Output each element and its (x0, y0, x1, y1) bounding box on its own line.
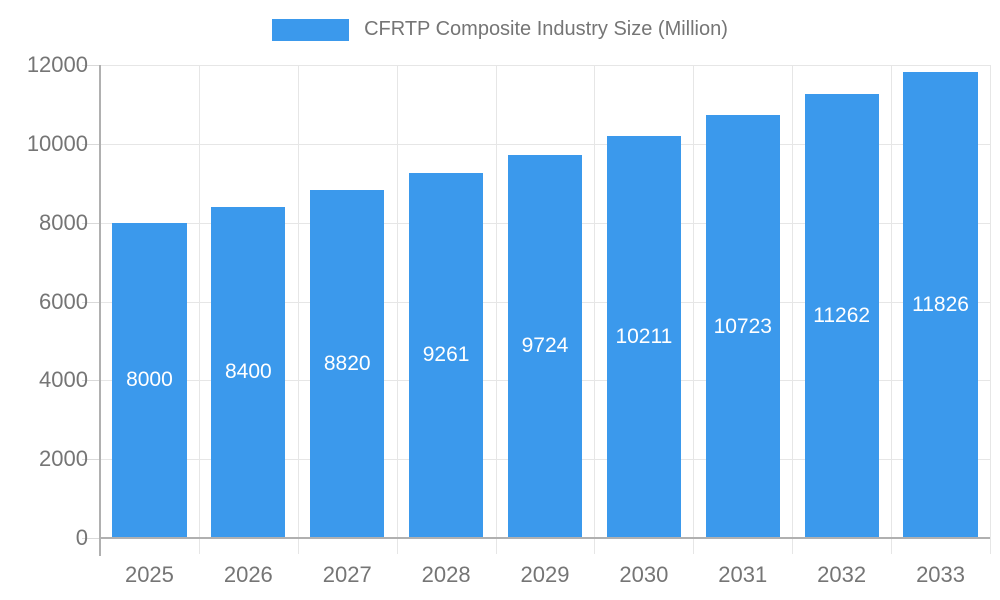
x-gridline (693, 65, 695, 554)
bar-value-label: 9261 (422, 343, 470, 367)
bar-value-label: 10723 (713, 314, 772, 338)
y-axis-tick (82, 222, 100, 224)
x-axis-tick-label: 2031 (718, 562, 768, 587)
bar-2029[interactable]: 9724 (507, 154, 583, 538)
y-axis-tick-label: 12000 (26, 52, 88, 77)
bar-2025[interactable]: 8000 (112, 222, 187, 538)
x-axis-tick-label: 2028 (421, 562, 471, 587)
y-axis-tick-label: 10000 (26, 130, 88, 156)
x-axis-tick-label: 2030 (619, 562, 669, 587)
y-axis-tick-label: 4000 (39, 367, 88, 393)
x-gridline (792, 65, 794, 554)
bar-2028[interactable]: 9261 (409, 172, 484, 538)
legend-label: CFRTP Composite Industry Size (Million) (364, 18, 728, 40)
y-axis-tick (82, 459, 100, 461)
bar-value-label: 9724 (521, 334, 569, 358)
y-axis-line (99, 65, 101, 556)
x-axis-tick-label: 2027 (322, 562, 372, 587)
bar-2026[interactable]: 8400 (211, 206, 286, 538)
y-axis-tick (82, 380, 100, 382)
bar-value-label: 8000 (126, 368, 173, 392)
bar-value-label: 8820 (323, 352, 371, 376)
bar-2032[interactable]: 11262 (804, 94, 879, 538)
chart-legend[interactable]: CFRTP Composite Industry Size (Million) (0, 18, 1000, 41)
x-gridline (198, 65, 200, 554)
x-gridline (990, 65, 991, 554)
x-gridline (297, 65, 299, 554)
x-gridline (396, 65, 398, 554)
y-gridline (100, 65, 990, 66)
bar-value-label: 10211 (615, 324, 673, 348)
y-axis-tick (82, 143, 100, 145)
y-axis-tick (82, 65, 100, 66)
x-gridline (594, 65, 596, 554)
x-axis-tick-label: 2025 (124, 562, 174, 587)
bar-value-label: 11262 (813, 304, 871, 328)
y-axis-tick-label: 6000 (39, 288, 88, 314)
y-axis-tick (82, 538, 100, 539)
bar-value-label: 8400 (224, 360, 272, 384)
x-axis-tick-label: 2029 (520, 562, 570, 587)
y-axis-tick-label: 2000 (39, 446, 88, 472)
x-axis-tick-label: 2033 (916, 562, 966, 587)
bar-2030[interactable]: 10211 (606, 135, 681, 538)
x-gridline (495, 65, 497, 554)
bar-value-label: 11826 (912, 292, 969, 316)
legend-swatch (272, 18, 350, 41)
x-axis-line (99, 537, 990, 539)
bar-2027[interactable]: 8820 (310, 190, 385, 538)
bar-2031[interactable]: 10723 (705, 115, 780, 538)
x-axis-tick-label: 2032 (817, 562, 867, 587)
x-gridline (891, 65, 893, 554)
x-axis-tick-label: 2026 (223, 562, 273, 587)
bar-2033[interactable]: 11826 (903, 71, 978, 538)
y-axis-tick-label: 8000 (39, 209, 88, 235)
y-axis-tick-label: 0 (75, 525, 88, 550)
y-axis-tick (82, 301, 100, 303)
y-gridline (100, 143, 990, 145)
